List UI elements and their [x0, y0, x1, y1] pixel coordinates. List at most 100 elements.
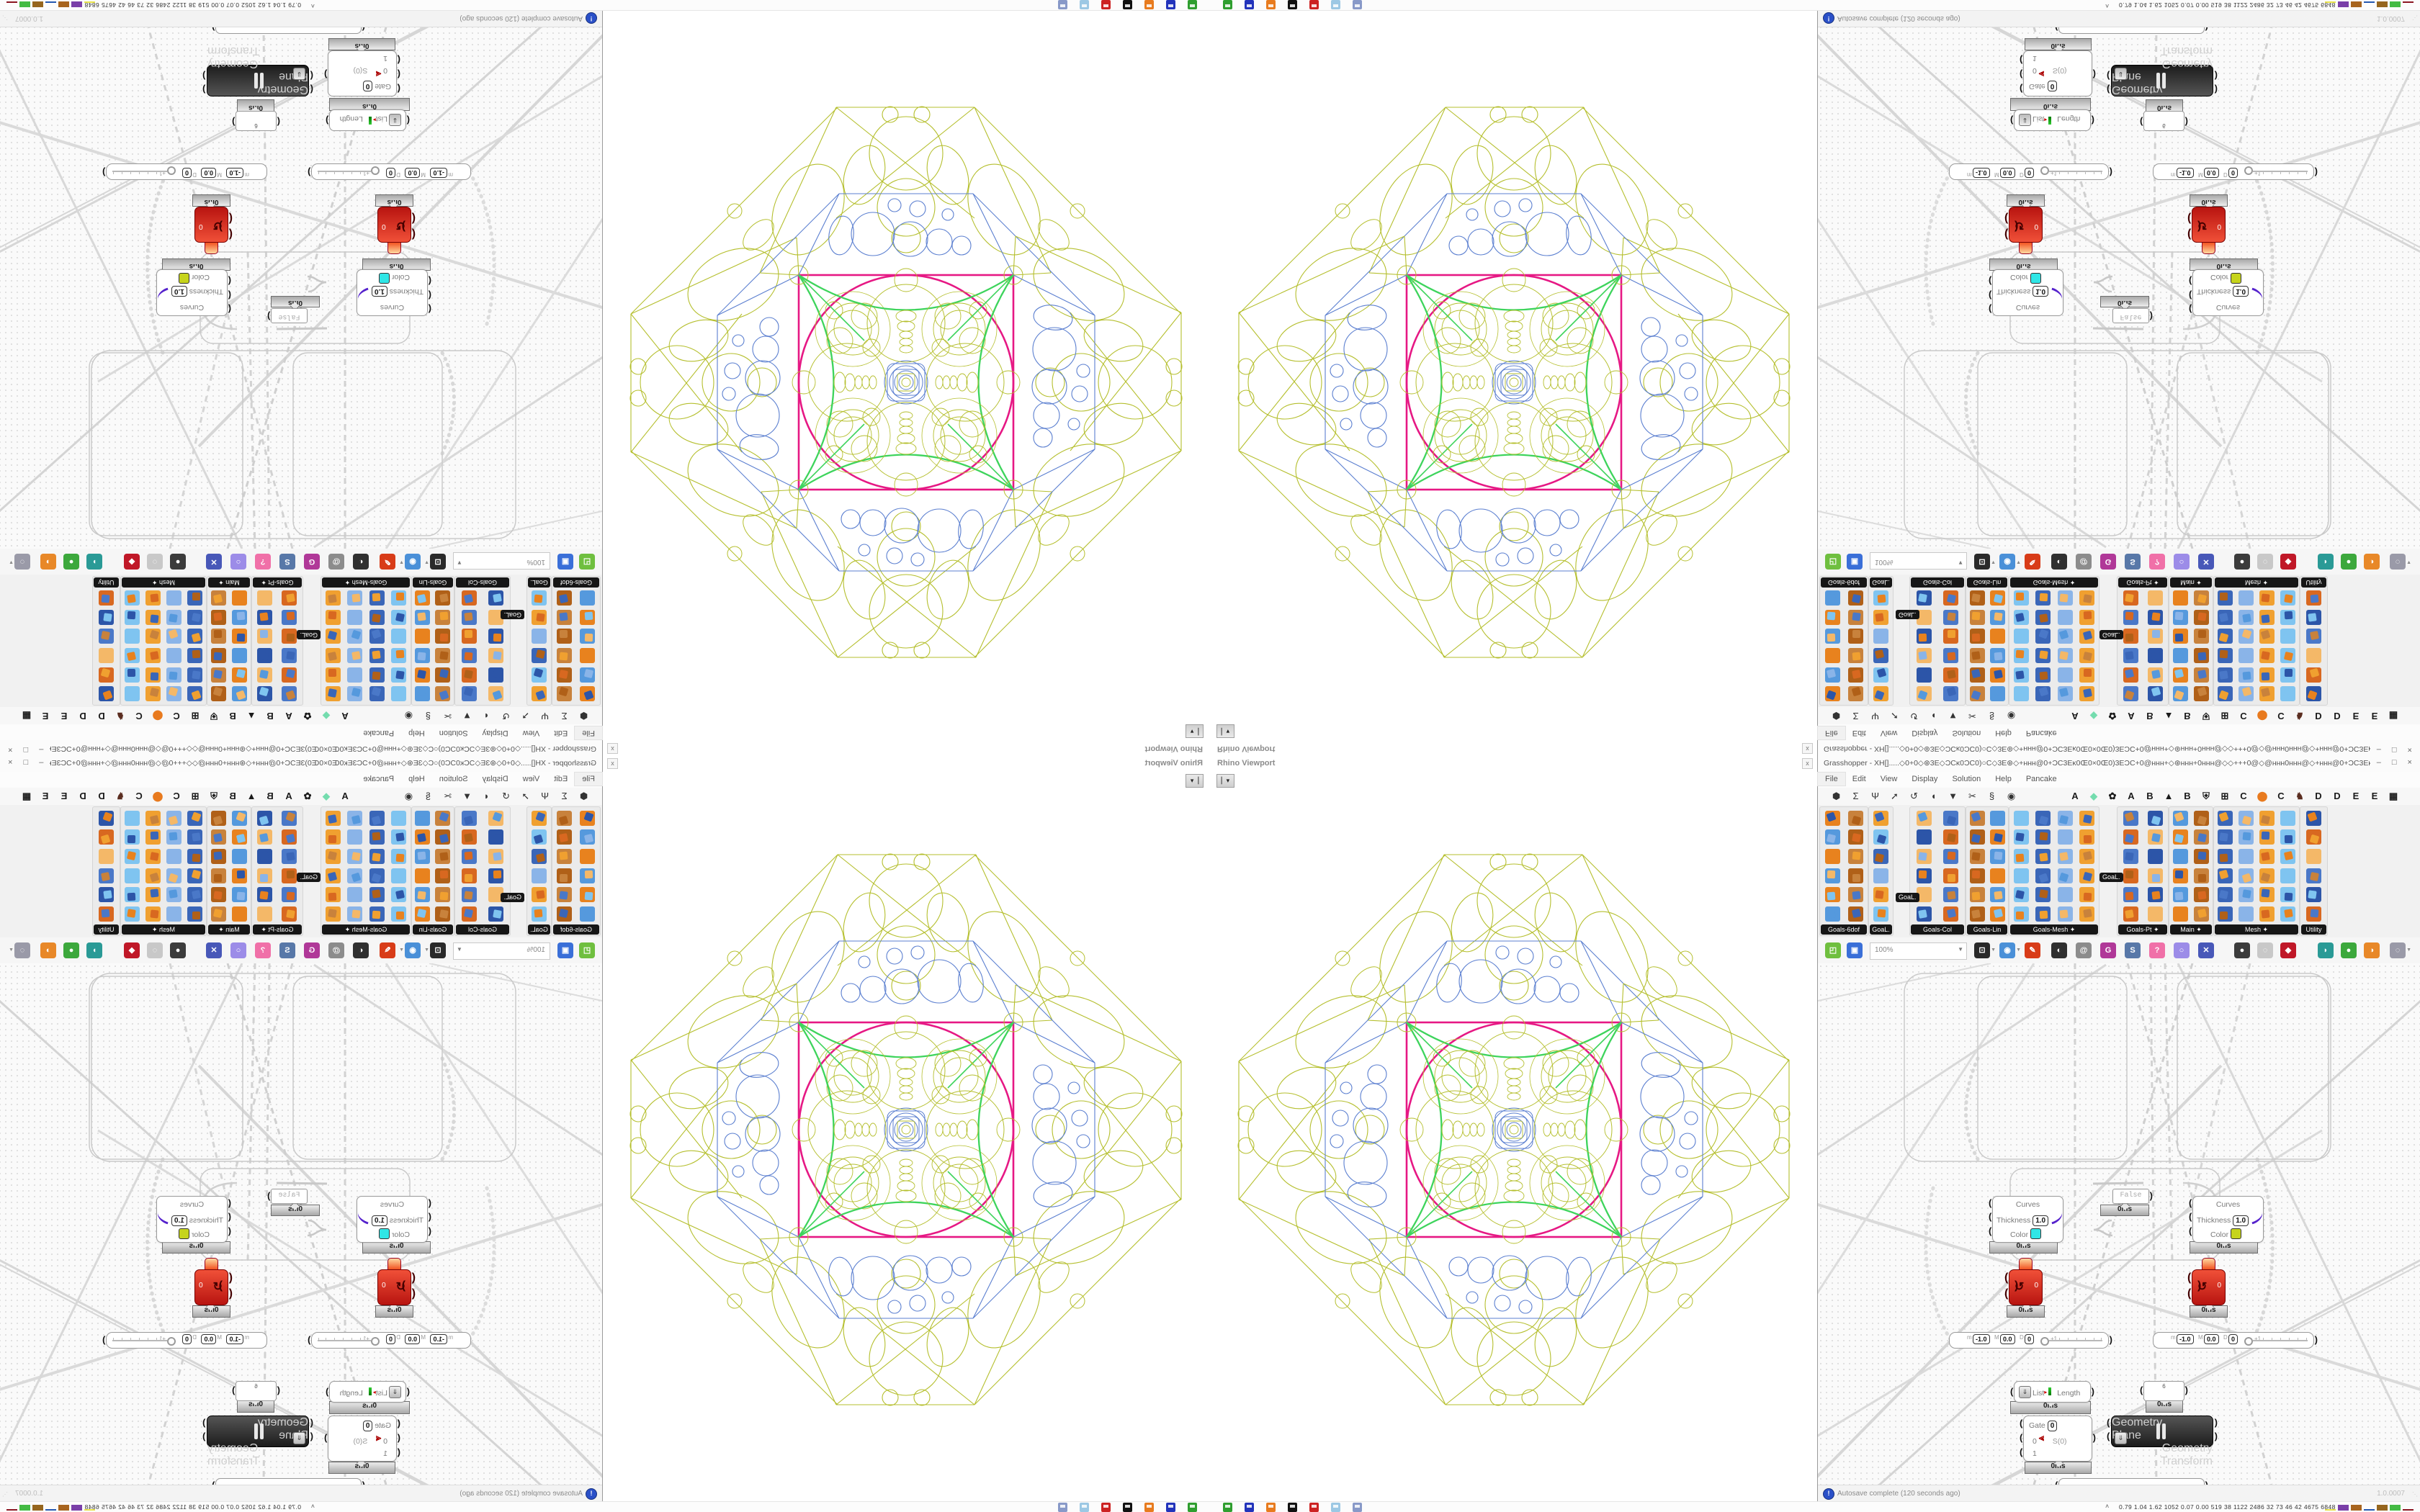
component-icon[interactable] — [2218, 849, 2233, 865]
gh-canvas[interactable]: Curves Thickness 1.0 Color ( ( ( 0ms — [1818, 27, 2420, 549]
component-icon[interactable] — [1989, 590, 2005, 606]
custom-preview-component-2[interactable]: Curves Thickness 1.0 Color ( ( ( — [2189, 269, 2264, 316]
component-icon[interactable] — [145, 868, 161, 883]
component-icon[interactable] — [2173, 829, 2188, 845]
component-icon[interactable] — [1943, 667, 1958, 683]
component-icon[interactable] — [2079, 849, 2095, 865]
help-package-icon[interactable]: ? — [2148, 941, 2166, 960]
component-icon[interactable] — [2173, 609, 2188, 625]
component-icon[interactable] — [325, 887, 341, 903]
component-icon[interactable] — [2218, 590, 2233, 606]
component-icon[interactable] — [557, 887, 573, 903]
component-icon[interactable] — [211, 686, 226, 702]
component-icon[interactable] — [2147, 647, 2163, 663]
wire-sphere-icon[interactable]: ◌ — [2256, 941, 2275, 960]
component-icon[interactable] — [532, 686, 547, 702]
component-icon[interactable] — [1969, 887, 1985, 903]
ribbon-tab-label[interactable]: Goals-Mesh ✦ — [2010, 924, 2098, 935]
component-icon[interactable] — [435, 667, 451, 683]
selection-lasso-icon[interactable]: ◌ ▼ — [2388, 941, 2411, 960]
component-icon[interactable] — [557, 868, 573, 883]
component-icon[interactable] — [257, 629, 273, 644]
component-icon[interactable] — [2123, 686, 2138, 702]
list-length-component[interactable]: ⇓ List Length ( ) — [2010, 109, 2094, 131]
component-icon[interactable] — [557, 590, 573, 606]
component-icon[interactable] — [1989, 849, 2005, 865]
balloon-icon[interactable]: ○ — [2172, 552, 2191, 571]
component-icon[interactable] — [1873, 868, 1888, 883]
component-icon[interactable] — [1824, 887, 1840, 903]
category-tab-icon[interactable]: ▼ — [1948, 711, 1958, 721]
custom-preview-component-1[interactable]: Curves Thickness 1.0 Color ( ( ( — [357, 269, 431, 316]
component-icon[interactable] — [187, 647, 202, 663]
component-icon[interactable] — [2259, 629, 2275, 644]
component-icon[interactable] — [2238, 887, 2254, 903]
plugin-tab[interactable]: C — [135, 791, 143, 802]
component-icon[interactable] — [2057, 629, 2073, 644]
component-icon[interactable] — [1873, 849, 1888, 865]
category-tab-icon[interactable]: ↺ — [1910, 711, 1918, 721]
component-icon[interactable] — [145, 906, 161, 922]
gem-icon[interactable]: ◆ — [122, 941, 141, 960]
component-icon[interactable] — [325, 609, 341, 625]
component-icon[interactable] — [325, 810, 341, 826]
component-icon[interactable] — [462, 647, 477, 663]
component-icon[interactable] — [99, 887, 114, 903]
component-icon[interactable] — [1969, 810, 1985, 826]
component-icon[interactable] — [125, 667, 140, 683]
gem-icon[interactable]: ◆ — [122, 552, 141, 571]
menu-edit[interactable]: Edit — [554, 775, 568, 783]
component-icon[interactable] — [580, 647, 596, 663]
component-icon[interactable] — [415, 609, 431, 625]
menu-pancake[interactable]: Pancake — [2025, 729, 2057, 737]
category-tab-icon[interactable]: ▼ — [462, 791, 472, 801]
menu-display[interactable]: Display — [482, 729, 508, 737]
component-icon[interactable] — [2013, 667, 2029, 683]
plugin-tab[interactable]: ✿ — [303, 710, 312, 721]
component-icon[interactable] — [282, 647, 297, 663]
component-icon[interactable] — [1847, 629, 1863, 644]
component-icon[interactable] — [187, 590, 202, 606]
component-icon[interactable] — [257, 590, 273, 606]
component-icon[interactable] — [415, 849, 431, 865]
component-icon[interactable] — [1873, 629, 1888, 644]
component-icon[interactable] — [125, 609, 140, 625]
component-icon[interactable] — [2218, 887, 2233, 903]
cluster-teal-icon[interactable]: ◗ — [2316, 941, 2335, 960]
component-icon[interactable] — [125, 887, 140, 903]
plugin-tab[interactable]: D — [2334, 710, 2341, 721]
find-icon[interactable]: S — [278, 941, 297, 960]
domain-strip-2[interactable]: m -1.0 M 0.0 D 0 +1 ) — [2153, 1332, 2318, 1349]
component-icon[interactable] — [557, 667, 573, 683]
plugin-tab[interactable]: ⛨ — [2202, 710, 2210, 721]
tray-chevron-icon[interactable]: ˄ — [2105, 2, 2110, 9]
component-icon[interactable] — [2035, 810, 2051, 826]
component-icon[interactable] — [2218, 810, 2233, 826]
component-icon[interactable] — [391, 849, 407, 865]
component-icon[interactable] — [1989, 609, 2005, 625]
component-icon[interactable] — [580, 849, 596, 865]
component-icon[interactable] — [187, 686, 202, 702]
scale-component-1[interactable]: Geometry Geometry Center X0.0 Y0.0 Z0.0 … — [2055, 27, 2208, 34]
component-icon[interactable] — [415, 590, 431, 606]
component-icon[interactable] — [2173, 590, 2188, 606]
preview-eye-icon[interactable]: ◉ ▼ — [1998, 941, 2021, 960]
component-icon[interactable] — [2173, 686, 2188, 702]
plugin-tab[interactable]: A — [2071, 791, 2079, 802]
component-icon[interactable] — [347, 686, 363, 702]
component-icon[interactable] — [2079, 667, 2095, 683]
window-buttons[interactable]: – □ × — [2376, 758, 2416, 767]
component-icon[interactable] — [1824, 810, 1840, 826]
component-icon[interactable] — [488, 868, 503, 883]
component-icon[interactable] — [257, 609, 273, 625]
component-icon[interactable] — [2123, 868, 2138, 883]
component-icon[interactable] — [435, 829, 451, 845]
component-icon[interactable] — [232, 667, 247, 683]
component-icon[interactable] — [580, 629, 596, 644]
find-icon[interactable]: S — [2123, 941, 2142, 960]
ribbon-tab-label[interactable]: Goals-6dof — [1821, 924, 1867, 935]
plugin-tab[interactable]: ⬤ — [2257, 791, 2268, 802]
menu-edit[interactable]: Edit — [1852, 775, 1866, 783]
ribbon-tab-label[interactable]: Utility — [2301, 577, 2326, 588]
plugin-tab[interactable]: B — [2184, 791, 2191, 802]
